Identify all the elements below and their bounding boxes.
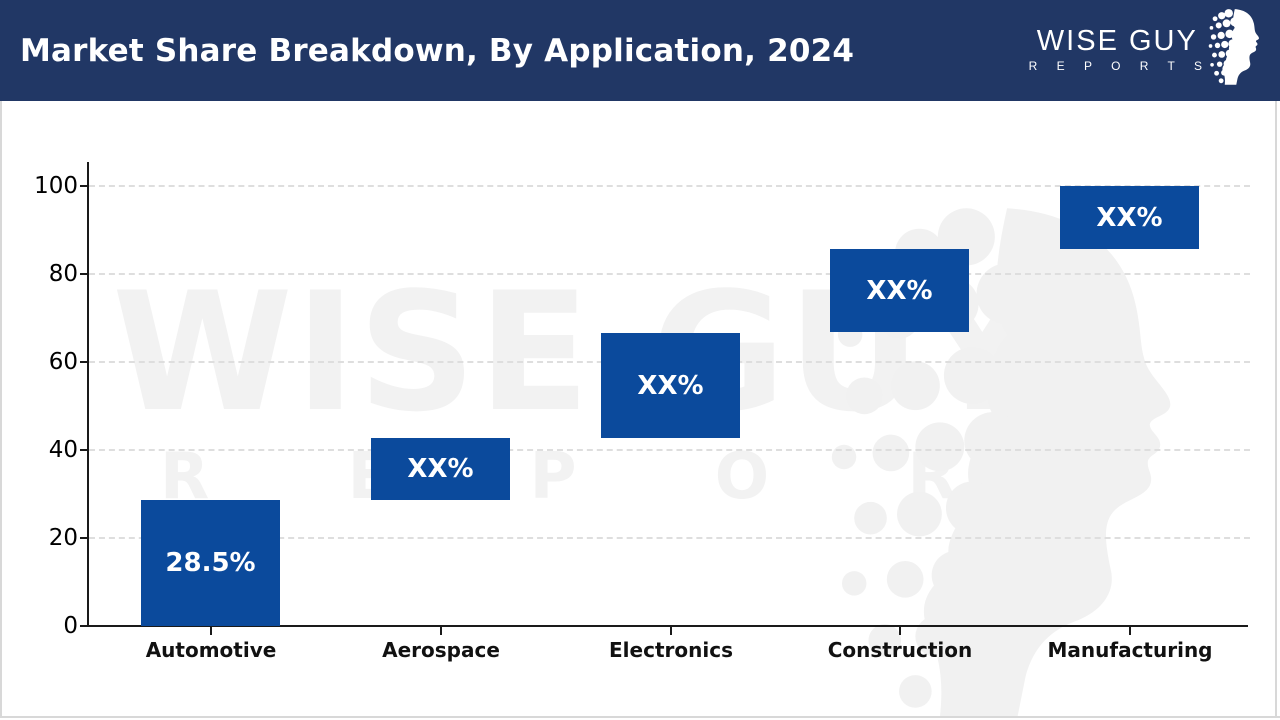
frame-border-right (1275, 101, 1277, 718)
x-label-manufacturing: Manufacturing (1047, 638, 1213, 662)
y-tick-label-60: 60 (48, 349, 78, 375)
x-label-construction: Construction (827, 638, 973, 662)
gridline-80 (89, 273, 1250, 275)
y-tick-label-0: 0 (63, 613, 78, 639)
frame-border-left (0, 101, 2, 718)
frame-border-bottom (0, 716, 1280, 718)
chart-title: Market Share Breakdown, By Application, … (20, 32, 855, 69)
y-tick-label-80: 80 (48, 261, 78, 287)
bar-value-label-electronics: XX% (637, 370, 704, 401)
y-tick-label-100: 100 (34, 173, 78, 199)
brand-face-icon (1206, 6, 1262, 91)
y-tick (80, 449, 88, 451)
x-tick (440, 627, 442, 635)
brand-logo: WISE GUY R E P O R T S (1025, 6, 1262, 91)
gridline-100 (89, 185, 1250, 187)
y-tick-label-20: 20 (48, 525, 78, 551)
brand-logo-text: WISE GUY R E P O R T S (1025, 25, 1210, 73)
y-tick (80, 625, 88, 627)
x-tick (1129, 627, 1131, 635)
bar-value-label-manufacturing: XX% (1096, 202, 1163, 233)
gridline-20 (89, 537, 1250, 539)
y-tick (80, 273, 88, 275)
x-tick (210, 627, 212, 635)
x-label-aerospace: Aerospace (382, 638, 500, 662)
x-axis-line (87, 625, 1248, 627)
bar-value-label-construction: XX% (866, 275, 933, 306)
bar-automotive: 28.5% (141, 500, 280, 626)
x-label-electronics: Electronics (609, 638, 733, 662)
x-label-automotive: Automotive (145, 638, 277, 662)
bar-manufacturing: XX% (1060, 186, 1199, 249)
bar-construction: XX% (830, 249, 969, 332)
y-tick (80, 185, 88, 187)
header-bar: Market Share Breakdown, By Application, … (0, 0, 1280, 101)
y-tick-label-40: 40 (48, 437, 78, 463)
gridline-40 (89, 449, 1250, 451)
bar-value-label-aerospace: XX% (407, 454, 474, 484)
bar-aerospace: XX% (371, 438, 510, 500)
x-tick (899, 627, 901, 635)
bar-value-label-automotive: 28.5% (165, 548, 256, 578)
y-axis-line (87, 162, 89, 627)
y-tick (80, 537, 88, 539)
y-tick (80, 361, 88, 363)
bar-electronics: XX% (601, 333, 740, 438)
brand-reports-label: R E P O R T S (1028, 58, 1210, 73)
x-tick (670, 627, 672, 635)
brand-wordmark: WISE GUY (1036, 24, 1198, 57)
